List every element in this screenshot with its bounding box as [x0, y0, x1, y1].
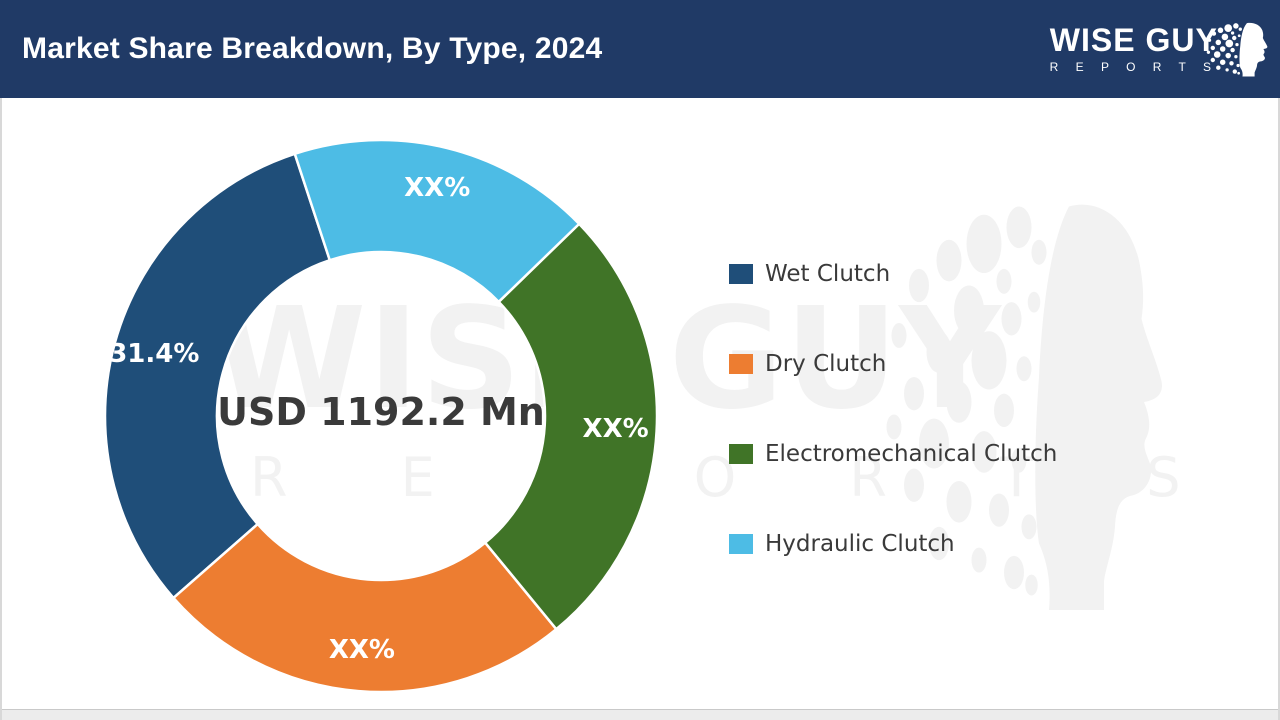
donut-segment [483, 222, 659, 631]
chart-legend: Wet Clutch Dry Clutch Electromechanical Cl… [729, 259, 1057, 559]
brand-logo: WISE GUY R E P O R T S [1050, 10, 1270, 88]
legend-item: Dry Clutch [729, 349, 1057, 379]
legend-item: Wet Clutch [729, 259, 1057, 289]
legend-item: Electromechanical Clutch [729, 439, 1057, 469]
header: Market Share Breakdown, By Type, 2024 WI… [0, 0, 1280, 98]
legend-swatch-icon [729, 264, 753, 284]
legend-swatch-icon [729, 534, 753, 554]
legend-swatch-icon [729, 444, 753, 464]
legend-label: Electromechanical Clutch [765, 441, 1058, 467]
segment-label: XX% [329, 635, 395, 665]
footer-strip [2, 709, 1278, 720]
legend-label: Dry Clutch [765, 351, 887, 377]
segment-label: XX% [583, 414, 649, 444]
donut-segment [172, 522, 558, 694]
legend-label: Hydraulic Clutch [765, 531, 955, 557]
legend-label: Wet Clutch [765, 261, 891, 287]
brand-name: WISE GUY [1049, 22, 1218, 58]
legend-swatch-icon [729, 354, 753, 374]
page-title: Market Share Breakdown, By Type, 2024 [22, 32, 603, 65]
legend-item: Hydraulic Clutch [729, 529, 1057, 559]
donut-segment [293, 138, 581, 304]
donut-chart: 31.4% XX% XX% XX% [103, 138, 659, 694]
chart-area: WISE GUY R E P O R T S 31.4% XX% XX% XX% US… [0, 98, 1280, 720]
brand-face-icon [1206, 22, 1268, 77]
donut-segment [103, 152, 332, 600]
segment-label: XX% [404, 173, 470, 203]
brand-tagline: R E P O R T S [1049, 60, 1218, 74]
chart-center-value: USD 1192.2 Mn [217, 390, 545, 434]
segment-label: 31.4% [109, 339, 199, 369]
